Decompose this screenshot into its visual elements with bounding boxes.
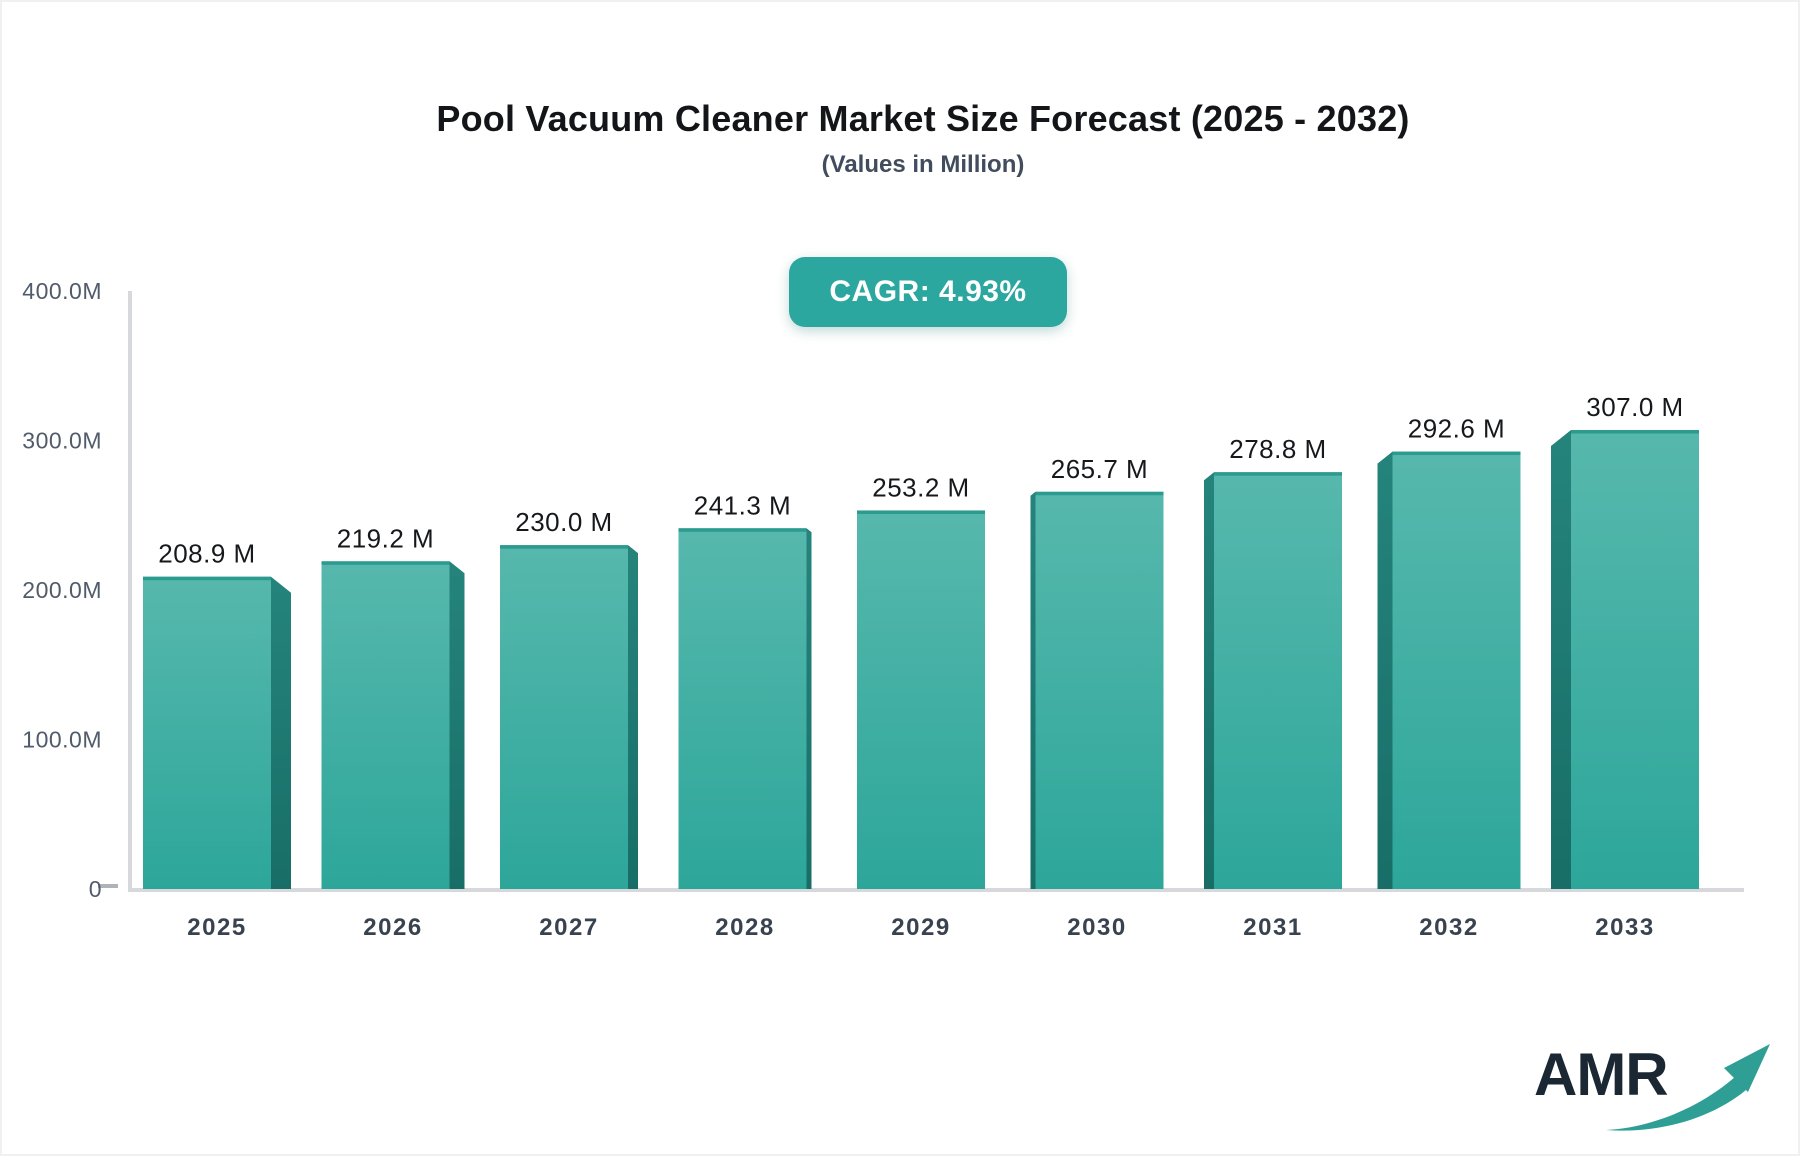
bar-top-edge bbox=[1571, 430, 1699, 434]
bar-value-label: 307.0 M bbox=[1586, 392, 1683, 422]
y-tick-label: 400.0M bbox=[22, 278, 102, 304]
bar-top-edge bbox=[143, 576, 271, 581]
bar-value-label: 219.2 M bbox=[337, 523, 434, 553]
bar-side-face bbox=[1030, 491, 1036, 889]
growth-arrow-icon bbox=[1606, 1044, 1770, 1131]
bar bbox=[1214, 472, 1342, 889]
y-tick-label: 0 bbox=[89, 876, 102, 902]
amr-logo: AMR bbox=[1534, 1032, 1770, 1132]
bar-value-label: 241.3 M bbox=[694, 490, 791, 520]
y-axis-line bbox=[128, 291, 132, 892]
bar-side-face bbox=[1204, 472, 1214, 889]
y-tick-label: 300.0M bbox=[22, 428, 102, 454]
x-tick-label: 2029 bbox=[891, 914, 950, 941]
x-tick-label: 2027 bbox=[539, 914, 598, 941]
bar-top-edge bbox=[1035, 491, 1164, 496]
x-tick-label: 2030 bbox=[1067, 914, 1126, 941]
x-tick-label: 2026 bbox=[363, 914, 422, 941]
cagr-badge: CAGR: 4.93% bbox=[789, 257, 1067, 327]
bar-side-face bbox=[449, 561, 465, 889]
bar bbox=[1392, 451, 1521, 889]
bar-side-face bbox=[628, 545, 638, 889]
x-tick-label: 2033 bbox=[1595, 914, 1654, 941]
bar-value-label: 230.0 M bbox=[515, 507, 612, 537]
x-tick-label: 2028 bbox=[715, 914, 774, 941]
y-tick-label: 100.0M bbox=[22, 727, 102, 753]
zero-tick bbox=[98, 884, 118, 888]
bar-value-label: 265.7 M bbox=[1051, 454, 1148, 484]
cagr-badge-label: CAGR: 4.93% bbox=[829, 275, 1027, 308]
bar bbox=[678, 528, 807, 889]
bar-value-label: 208.9 M bbox=[158, 539, 255, 569]
bar bbox=[1035, 491, 1164, 889]
bar-top-edge bbox=[1392, 451, 1521, 456]
bar-side-face bbox=[271, 576, 291, 889]
x-tick-label: 2025 bbox=[187, 914, 246, 941]
bar bbox=[321, 561, 450, 889]
bar-top-edge bbox=[321, 561, 450, 565]
y-tick-label: 200.0M bbox=[22, 577, 102, 603]
bar bbox=[857, 510, 985, 889]
bar bbox=[143, 576, 271, 889]
amr-logo-text: AMR bbox=[1534, 1041, 1669, 1108]
bar-top-edge bbox=[857, 510, 985, 514]
bar bbox=[500, 545, 628, 889]
x-axis-line bbox=[128, 888, 1744, 892]
bar-value-label: 253.2 M bbox=[872, 472, 969, 502]
bar bbox=[1571, 430, 1699, 889]
bar-top-edge bbox=[1214, 472, 1342, 476]
bar-value-label: 278.8 M bbox=[1229, 434, 1326, 464]
x-tick-label: 2032 bbox=[1419, 914, 1478, 941]
bar-side-face bbox=[1551, 430, 1571, 889]
bar-side-face bbox=[806, 528, 812, 889]
x-tick-label: 2031 bbox=[1243, 914, 1302, 941]
bar-top-edge bbox=[500, 545, 628, 549]
bar-side-face bbox=[1377, 451, 1393, 889]
bar-value-label: 292.6 M bbox=[1408, 414, 1505, 444]
chart-subtitle: (Values in Million) bbox=[821, 151, 1025, 178]
page-title: Pool Vacuum Cleaner Market Size Forecast… bbox=[436, 98, 1410, 139]
bar-top-edge bbox=[678, 528, 807, 532]
